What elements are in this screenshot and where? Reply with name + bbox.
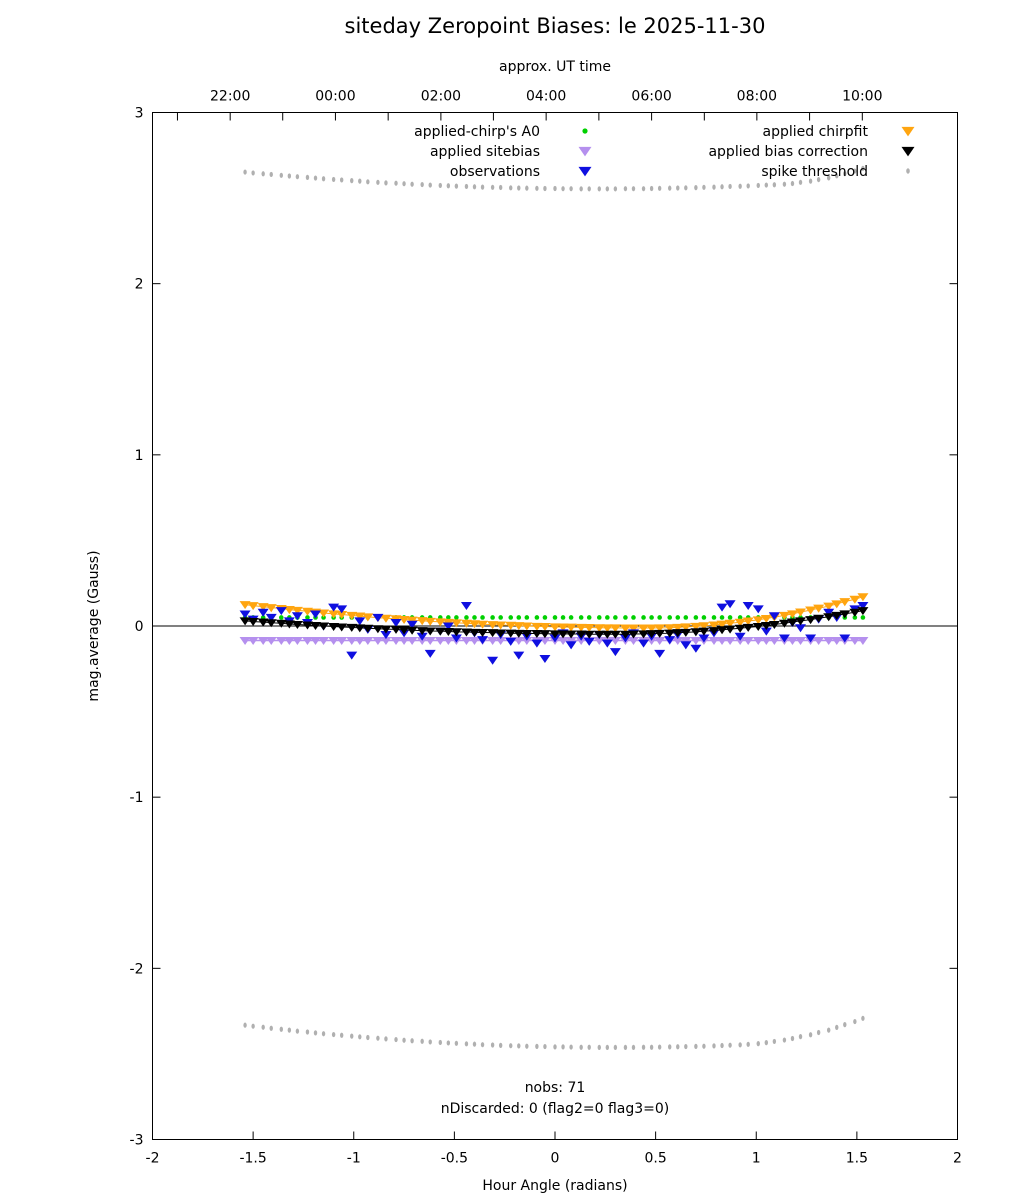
nobs-annotation: nobs: 71 (525, 1080, 586, 1096)
legend-item-applied-bias-correction: applied bias correction (708, 144, 915, 160)
y-axis-title: mag.average (Gauss) (86, 550, 102, 701)
series-applied-sitebias (239, 637, 869, 646)
legend-item-applied-chirpfit: applied chirpfit (763, 124, 915, 140)
series-applied-chirpfit (239, 593, 869, 633)
legend-label: spike threshold (761, 164, 868, 180)
legend: applied-chirp's A0 applied sitebias observ… (414, 124, 915, 180)
legend-marker-smalldot (906, 168, 910, 174)
ut-tick-label: 00:00 (315, 89, 355, 105)
legend-item-observations: observations (450, 164, 592, 180)
y-tick-label: -2 (130, 961, 144, 977)
y-tick-label: 1 (135, 448, 144, 464)
ut-tick-label: 22:00 (210, 89, 250, 105)
legend-item-spike-threshold: spike threshold (761, 164, 910, 180)
ndiscarded-annotation: nDiscarded: 0 (flag2=0 flag3=0) (441, 1101, 670, 1117)
y-tick-label: 2 (135, 277, 144, 293)
ut-tick-label: 04:00 (526, 89, 566, 105)
x-tick-label: 0.5 (644, 1151, 666, 1167)
legend-item-applied-chirp-s-a0: applied-chirp's A0 (414, 124, 588, 140)
legend-label: applied-chirp's A0 (414, 124, 540, 140)
y-tick-label: -1 (130, 790, 144, 806)
ut-tick-label: 08:00 (737, 89, 777, 105)
x-axis-ticks: -2 -1.5 -1 -0.5 0 0.5 1 1.5 2 (146, 1131, 962, 1167)
top-axis-title: approx. UT time (499, 59, 611, 75)
x-tick-label: -0.5 (441, 1151, 468, 1167)
x-tick-label: -2 (146, 1151, 160, 1167)
x-tick-label: -1 (347, 1151, 361, 1167)
series-spike-threshold (243, 165, 865, 1051)
y-tick-label: 0 (135, 619, 144, 635)
y-axis-ticks: 3 2 1 0 -1 -2 -3 (130, 106, 958, 1149)
y-tick-label: -3 (130, 1133, 144, 1149)
ut-tick-label: 10:00 (842, 89, 882, 105)
legend-marker-dot (582, 128, 588, 134)
x-tick-label: 0 (551, 1151, 560, 1167)
x-tick-label: 1 (752, 1151, 761, 1167)
legend-item-applied-sitebias: applied sitebias (430, 144, 592, 160)
x-tick-label: 2 (953, 1151, 962, 1167)
x-axis-title: Hour Angle (radians) (482, 1178, 627, 1194)
legend-label: observations (450, 164, 540, 180)
legend-label: applied bias correction (708, 144, 868, 160)
x-tick-label: -1.5 (239, 1151, 266, 1167)
x-tick-label: 1.5 (846, 1151, 868, 1167)
ut-tick-label: 06:00 (631, 89, 671, 105)
y-tick-label: 3 (135, 106, 144, 122)
legend-label: applied chirpfit (763, 124, 869, 140)
chart-title: siteday Zeropoint Biases: le 2025-11-30 (345, 14, 766, 38)
series-applied-bias-correction (239, 607, 869, 639)
legend-label: applied sitebias (430, 144, 540, 160)
ut-tick-label: 02:00 (421, 89, 461, 105)
top-axis-ticks: 22:00 00:00 02:00 04:00 06:00 08:00 10:00 (176, 89, 882, 121)
